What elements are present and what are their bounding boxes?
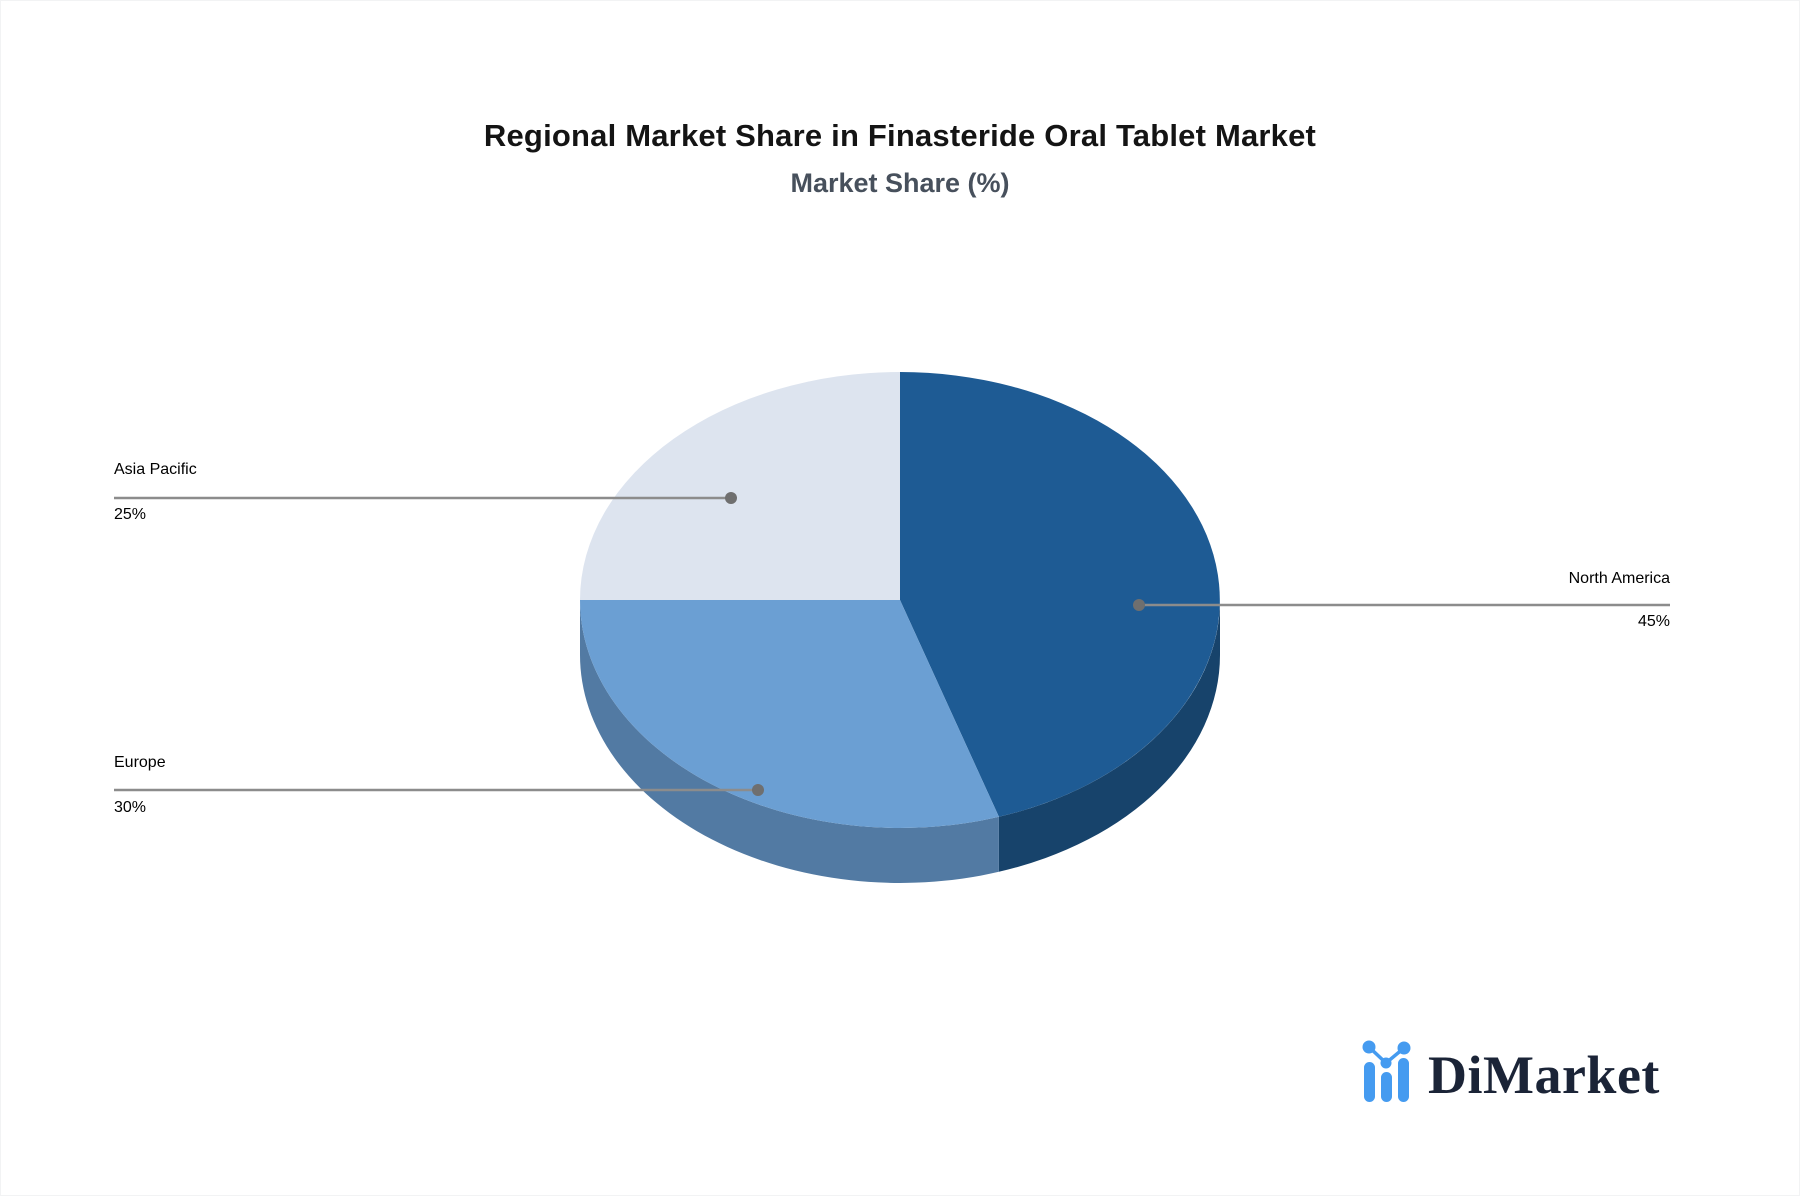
logo-text: DiMarket	[1428, 1045, 1660, 1105]
slice-asia-pacific[interactable]	[580, 372, 900, 600]
leader-dot-asia-pacific	[725, 492, 737, 504]
slice-side-north-america	[998, 600, 1220, 872]
label-europe: Europe	[114, 754, 166, 771]
slice-north-america[interactable]	[900, 372, 1220, 817]
value-north-america: 45%	[1637, 613, 1670, 630]
leader-dots	[725, 492, 1145, 796]
slice-side-europe	[580, 600, 999, 883]
value-europe: 30%	[114, 799, 147, 816]
bar-line-chart-icon	[1362, 1040, 1411, 1102]
chart-title: Regional Market Share in Finasteride Ora…	[483, 118, 1317, 153]
label-north-america: North America	[1568, 570, 1670, 587]
leader-dot-north-america	[1133, 599, 1145, 611]
value-asia-pacific: 25%	[114, 506, 147, 523]
label-asia-pacific: Asia Pacific	[114, 461, 197, 478]
leader-dot-europe	[752, 784, 764, 796]
chart-subtitle: Market Share (%)	[790, 168, 1010, 198]
leader-lines	[114, 496, 1670, 792]
dimarket-logo: DiMarket	[1362, 1036, 1660, 1102]
slice-europe[interactable]	[580, 600, 999, 828]
